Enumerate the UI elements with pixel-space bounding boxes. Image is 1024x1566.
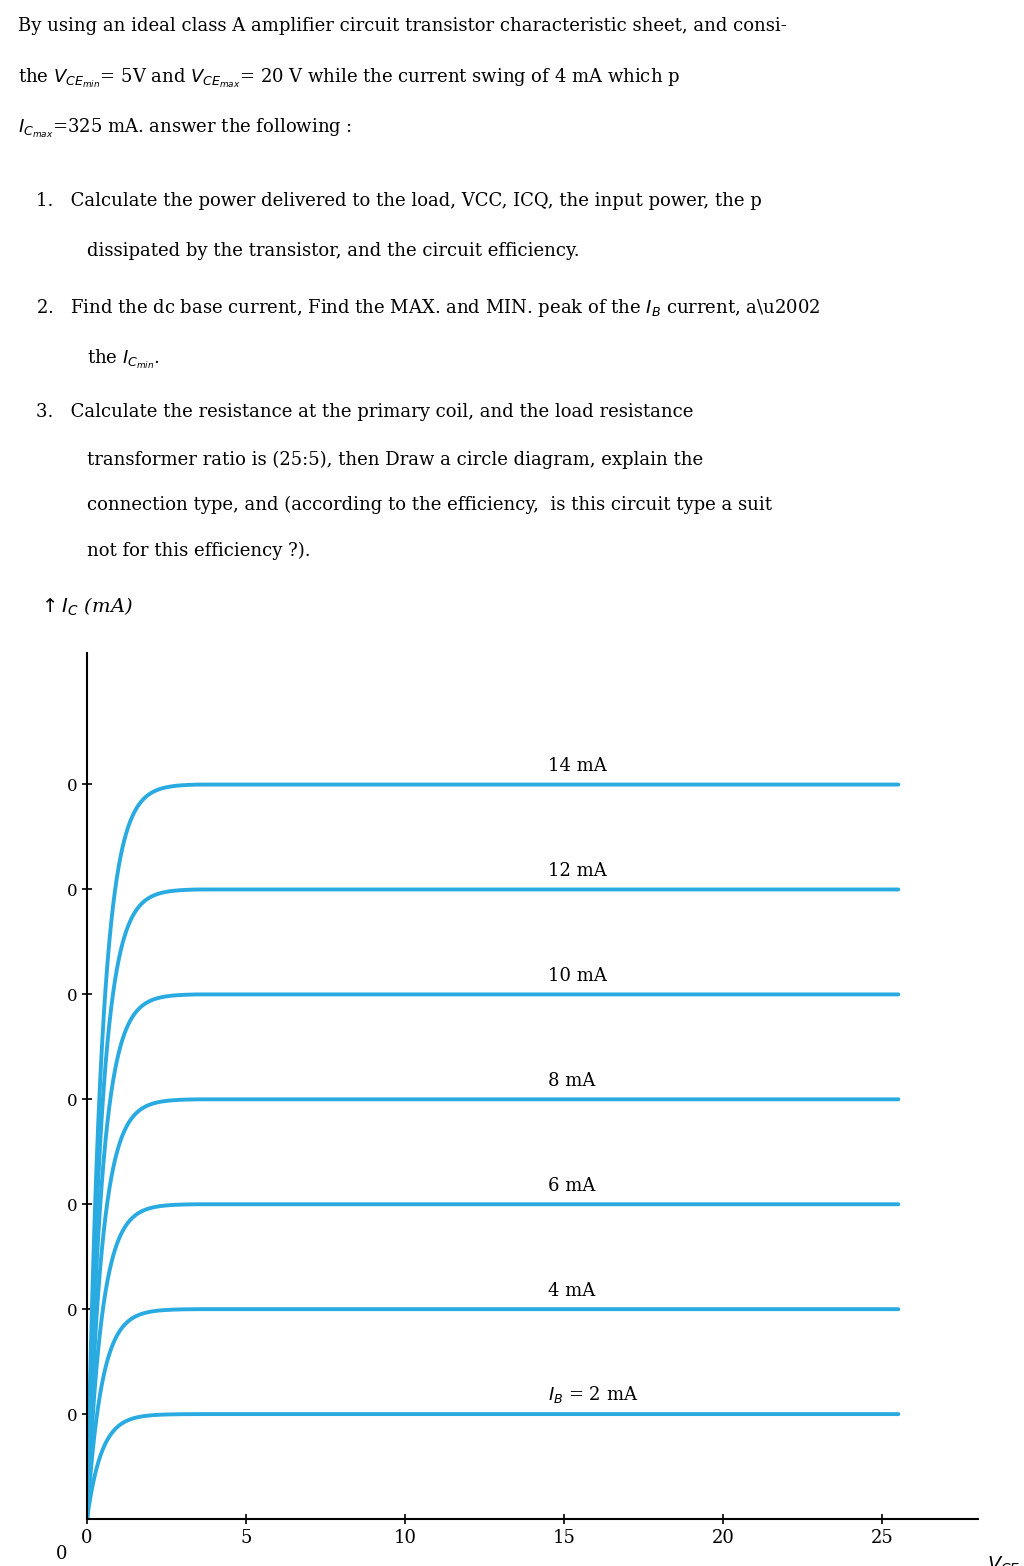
- Text: 2.   Find the dc base current, Find the MAX. and MIN. peak of the $I_B$ current,: 2. Find the dc base current, Find the MA…: [36, 298, 820, 319]
- Text: $\uparrow I_C$ (mA): $\uparrow I_C$ (mA): [38, 597, 133, 619]
- Text: 0: 0: [56, 1546, 68, 1563]
- Text: 14 mA: 14 mA: [549, 756, 607, 775]
- Text: the $V_{CE_{min}}$= 5V and $V_{CE_{max}}$= 20 V while the current swing of 4 mA : the $V_{CE_{min}}$= 5V and $V_{CE_{max}}…: [18, 67, 680, 89]
- Text: connection type, and (according to the efficiency,  is this circuit type a suit: connection type, and (according to the e…: [87, 496, 781, 514]
- Text: $V_{CE}$ (V): $V_{CE}$ (V): [987, 1553, 1024, 1566]
- Text: $I_B$ = 2 mA: $I_B$ = 2 mA: [549, 1384, 639, 1405]
- Text: 4 mA: 4 mA: [549, 1281, 596, 1300]
- Text: 6 mA: 6 mA: [549, 1176, 596, 1195]
- Text: 3.   Calculate the resistance at the primary coil, and the load resistance: 3. Calculate the resistance at the prima…: [36, 402, 693, 421]
- Text: not for this efficiency ?).: not for this efficiency ?).: [87, 542, 310, 561]
- Text: 8 mA: 8 mA: [549, 1071, 596, 1090]
- Text: the $I_{C_{min}}$.: the $I_{C_{min}}$.: [87, 348, 160, 371]
- Text: $I_{C_{max}}$=325 mA. answer the following :: $I_{C_{max}}$=325 mA. answer the followi…: [18, 117, 352, 139]
- Text: 10 mA: 10 mA: [549, 966, 607, 985]
- Text: 1.   Calculate the power delivered to the load, VCC, ICQ, the input power, the p: 1. Calculate the power delivered to the …: [36, 191, 771, 210]
- Text: By using an ideal class A amplifier circuit transistor characteristic sheet, and: By using an ideal class A amplifier circ…: [18, 17, 787, 34]
- Text: 12 mA: 12 mA: [549, 861, 607, 880]
- Text: transformer ratio is (25:5), then Draw a circle diagram, explain the: transformer ratio is (25:5), then Draw a…: [87, 451, 703, 468]
- Text: dissipated by the transistor, and the circuit efficiency.: dissipated by the transistor, and the ci…: [87, 241, 580, 260]
